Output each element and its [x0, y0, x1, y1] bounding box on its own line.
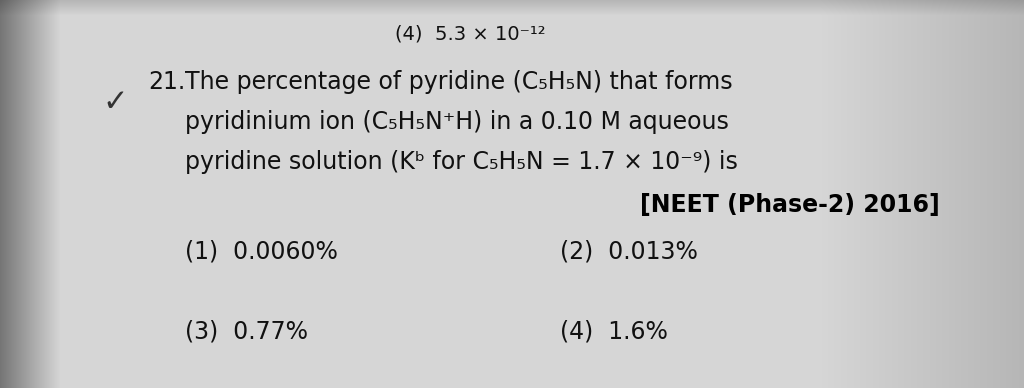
Text: pyridinium ion (C₅H₅N⁺H) in a 0.10 M aqueous: pyridinium ion (C₅H₅N⁺H) in a 0.10 M aqu…: [185, 110, 729, 134]
Text: (3)  0.77%: (3) 0.77%: [185, 320, 308, 344]
Text: pyridine solution (Kᵇ for C₅H₅N = 1.7 × 10⁻⁹) is: pyridine solution (Kᵇ for C₅H₅N = 1.7 × …: [185, 150, 738, 174]
Text: The percentage of pyridine (C₅H₅N) that forms: The percentage of pyridine (C₅H₅N) that …: [185, 70, 732, 94]
Text: (2)  0.013%: (2) 0.013%: [560, 240, 698, 264]
Text: [NEET (Phase-2) 2016]: [NEET (Phase-2) 2016]: [640, 193, 940, 217]
Text: (4)  5.3 × 10⁻¹²: (4) 5.3 × 10⁻¹²: [394, 25, 546, 44]
Text: (4)  1.6%: (4) 1.6%: [560, 320, 668, 344]
Text: ✓: ✓: [102, 88, 128, 118]
Text: 21.: 21.: [148, 70, 185, 94]
Text: (1)  0.0060%: (1) 0.0060%: [185, 240, 338, 264]
